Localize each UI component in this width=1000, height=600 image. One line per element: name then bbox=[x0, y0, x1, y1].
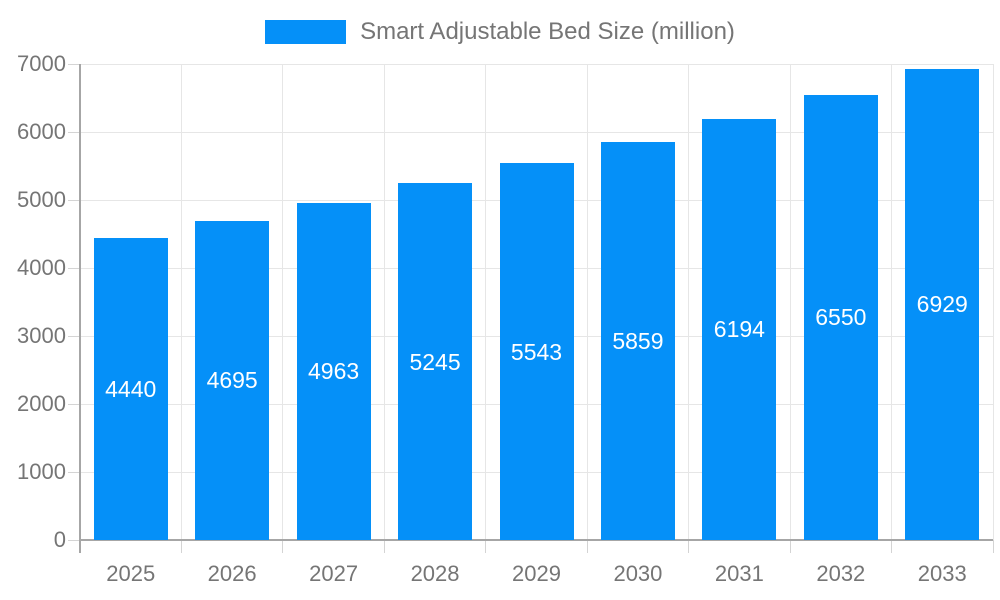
y-tick bbox=[68, 199, 80, 201]
x-gridline bbox=[180, 64, 182, 540]
x-tick bbox=[383, 540, 385, 553]
y-gridline bbox=[80, 131, 993, 133]
bar-value-label: 6929 bbox=[916, 291, 968, 318]
x-tick bbox=[485, 540, 487, 553]
x-gridline bbox=[992, 64, 994, 540]
x-axis-label: 2025 bbox=[106, 561, 156, 586]
x-tick bbox=[789, 540, 791, 553]
x-axis-label: 2033 bbox=[917, 561, 967, 586]
x-axis-label: 2028 bbox=[410, 561, 460, 586]
bar[interactable] bbox=[600, 141, 675, 540]
y-axis-label: 5000 bbox=[17, 187, 66, 212]
x-axis-line bbox=[79, 539, 993, 541]
y-tick bbox=[68, 131, 80, 133]
x-gridline bbox=[485, 64, 487, 540]
x-tick bbox=[586, 540, 588, 553]
y-tick bbox=[68, 403, 80, 405]
x-axis-label: 2032 bbox=[816, 561, 866, 586]
y-tick bbox=[68, 63, 80, 65]
y-axis-label: 2000 bbox=[17, 391, 66, 416]
y-axis-label: 3000 bbox=[17, 323, 66, 348]
bar[interactable] bbox=[905, 68, 980, 540]
x-gridline bbox=[383, 64, 385, 540]
bar-value-label: 4963 bbox=[308, 358, 360, 385]
x-axis-label: 2030 bbox=[613, 561, 663, 586]
x-tick bbox=[180, 540, 182, 553]
y-axis-label: 6000 bbox=[17, 119, 66, 144]
x-gridline bbox=[586, 64, 588, 540]
bar-value-label: 5245 bbox=[409, 348, 461, 375]
x-gridline bbox=[688, 64, 690, 540]
x-tick bbox=[282, 540, 284, 553]
bar[interactable] bbox=[398, 183, 473, 540]
x-gridline bbox=[282, 64, 284, 540]
x-gridline bbox=[891, 64, 893, 540]
legend-item[interactable]: Smart Adjustable Bed Size (million) bbox=[0, 19, 1000, 45]
y-axis-label: 7000 bbox=[17, 51, 66, 76]
x-axis-label: 2031 bbox=[714, 561, 764, 586]
y-tick bbox=[68, 539, 80, 541]
y-axis-line bbox=[79, 64, 81, 553]
bar[interactable] bbox=[803, 94, 878, 540]
x-axis-label: 2026 bbox=[207, 561, 257, 586]
y-axis-label: 0 bbox=[53, 527, 66, 552]
legend-label: Smart Adjustable Bed Size (million) bbox=[360, 18, 735, 45]
legend-swatch bbox=[265, 20, 347, 44]
y-axis-label: 1000 bbox=[17, 459, 66, 484]
bar-value-label: 4440 bbox=[105, 376, 157, 403]
bar[interactable] bbox=[93, 238, 168, 540]
x-tick bbox=[688, 540, 690, 553]
bar[interactable] bbox=[296, 202, 371, 540]
bar-value-label: 4695 bbox=[206, 367, 258, 394]
y-tick bbox=[68, 471, 80, 473]
x-gridline bbox=[789, 64, 791, 540]
bar[interactable] bbox=[195, 220, 270, 540]
bar-value-label: 5543 bbox=[510, 338, 563, 365]
bar-value-label: 6194 bbox=[713, 316, 765, 343]
x-tick bbox=[891, 540, 893, 553]
x-tick bbox=[992, 540, 994, 553]
y-tick bbox=[68, 335, 80, 337]
y-gridline bbox=[80, 63, 993, 65]
x-axis-label: 2029 bbox=[512, 561, 561, 586]
bar[interactable] bbox=[499, 163, 574, 540]
bar-value-label: 5859 bbox=[612, 327, 664, 354]
y-axis-label: 4000 bbox=[17, 255, 66, 280]
bar-value-label: 6550 bbox=[815, 304, 867, 331]
bar[interactable] bbox=[702, 118, 777, 540]
y-tick bbox=[68, 267, 80, 269]
x-axis-label: 2027 bbox=[309, 561, 359, 586]
